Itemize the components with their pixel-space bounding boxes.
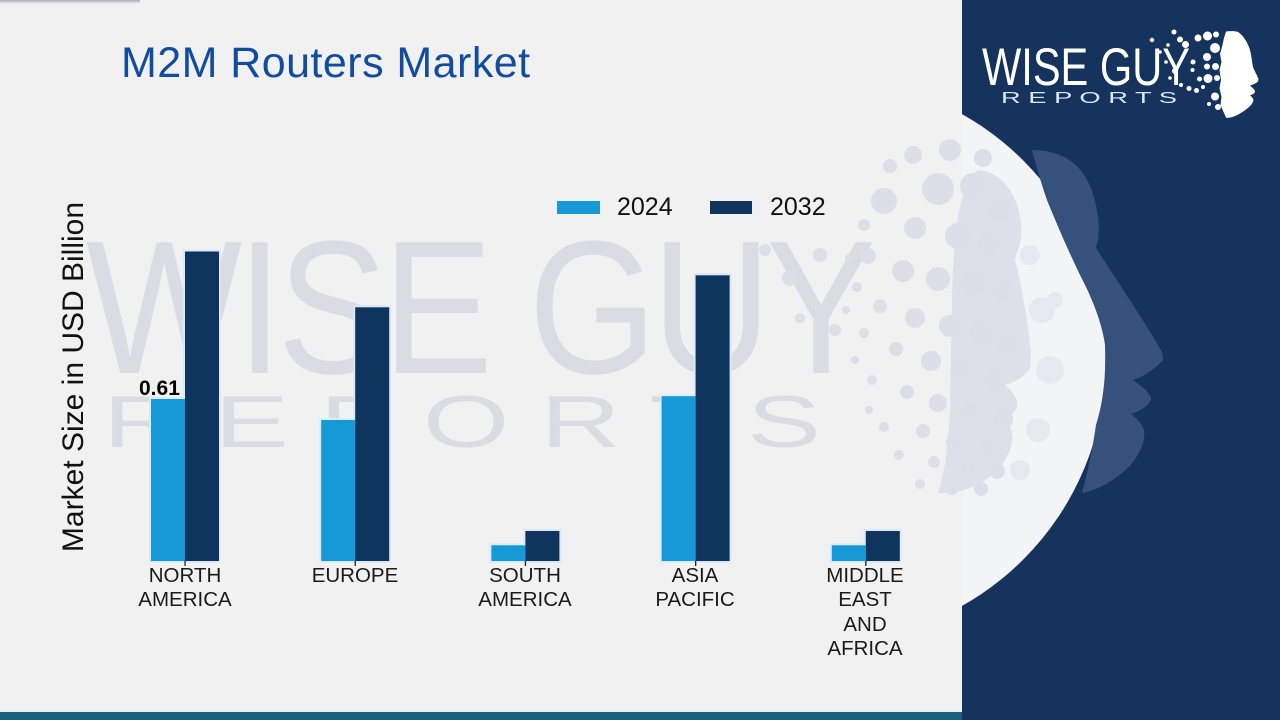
svg-text:R E P O R T S: R E P O R T S: [1001, 90, 1177, 107]
svg-text:WISE GUY: WISE GUY: [982, 38, 1190, 97]
